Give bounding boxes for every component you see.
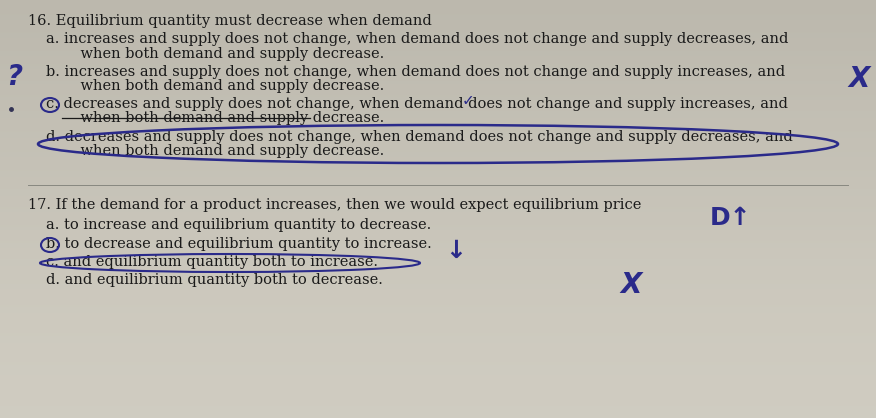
Text: D↑: D↑: [710, 206, 752, 230]
Text: when both demand and supply decrease.: when both demand and supply decrease.: [62, 111, 385, 125]
Text: d. decreases and supply does not change, when demand does not change and supply : d. decreases and supply does not change,…: [46, 130, 793, 144]
Text: X: X: [620, 271, 641, 299]
Text: 16. Equilibrium quantity must decrease when demand: 16. Equilibrium quantity must decrease w…: [28, 14, 432, 28]
Text: c. and equilibrium quantity both to increase.: c. and equilibrium quantity both to incr…: [46, 255, 378, 269]
Text: when both demand and supply decrease.: when both demand and supply decrease.: [62, 79, 385, 93]
Text: b. increases and supply does not change, when demand does not change and supply : b. increases and supply does not change,…: [46, 65, 785, 79]
Text: a. to increase and equilibrium quantity to decrease.: a. to increase and equilibrium quantity …: [46, 218, 431, 232]
Text: a. increases and supply does not change, when demand does not change and supply : a. increases and supply does not change,…: [46, 32, 788, 46]
Text: when both demand and supply decrease.: when both demand and supply decrease.: [62, 47, 385, 61]
Text: b. to decrease and equilibrium quantity to increase.: b. to decrease and equilibrium quantity …: [46, 237, 432, 251]
Text: ?: ?: [6, 63, 22, 91]
Text: d. and equilibrium quantity both to decrease.: d. and equilibrium quantity both to decr…: [46, 273, 383, 287]
Text: c. decreases and supply does not change, when demand does not change and supply : c. decreases and supply does not change,…: [46, 97, 788, 111]
Text: 17. If the demand for a product increases, then we would expect equilibrium pric: 17. If the demand for a product increase…: [28, 198, 641, 212]
Text: ✓: ✓: [462, 93, 475, 108]
Text: X: X: [848, 65, 869, 93]
Text: when both demand and supply decrease.: when both demand and supply decrease.: [62, 144, 385, 158]
Text: ↓: ↓: [445, 239, 466, 263]
